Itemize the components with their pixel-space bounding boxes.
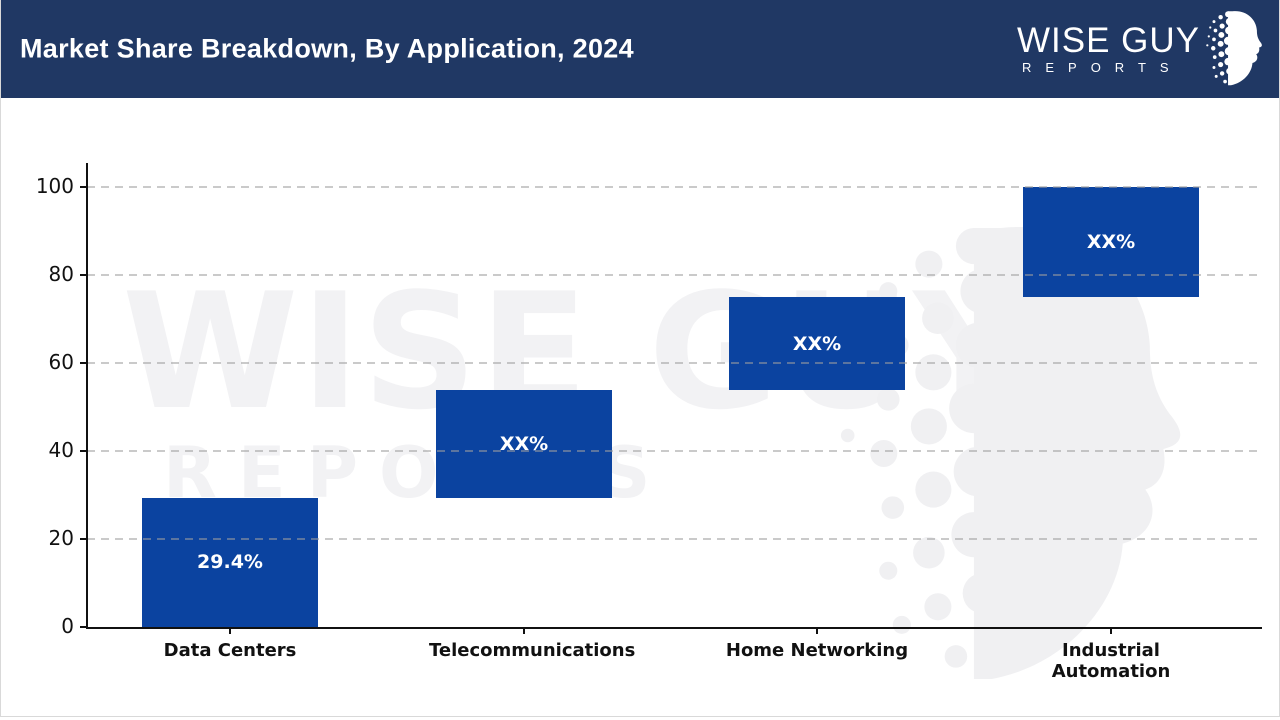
brand-logo: WISE GUY REPORTS [1017, 7, 1268, 91]
y-tick-label-0: 0 [61, 614, 74, 638]
bar-label-3: XX% [1086, 231, 1136, 253]
gridline-80 [87, 274, 1262, 276]
y-tick-label-20: 20 [48, 526, 74, 550]
bar-0: 29.4% [142, 497, 318, 627]
x-tick-mark-1 [523, 627, 525, 634]
x-tick-mark-3 [1110, 627, 1112, 634]
bar-label-1: XX% [499, 432, 549, 455]
chart-area: WISE GUY REPORTS 0 20 40 60 80 100 29.4% Data C… [0, 98, 1280, 720]
bar-3: XX% [1023, 187, 1199, 297]
x-axis-line [86, 627, 1262, 629]
y-tick-label-40: 40 [48, 438, 74, 462]
x-tick-mark-2 [816, 627, 818, 634]
bar-2: XX% [729, 297, 905, 391]
logo-face-dots-icon [1194, 7, 1268, 91]
gridline-100 [87, 186, 1262, 188]
bar-label-0: 29.4% [197, 551, 263, 574]
y-tick-mark-0 [80, 626, 87, 628]
y-tick-label-100: 100 [35, 174, 74, 198]
gridline-40 [87, 450, 1262, 452]
y-tick-mark-60 [80, 362, 87, 364]
x-category-label-2: Home Networking [725, 640, 909, 661]
y-tick-mark-100 [80, 186, 87, 188]
page-title: Market Share Breakdown, By Application, … [20, 33, 634, 64]
gridline-60 [87, 362, 1262, 364]
plot-area: 0 20 40 60 80 100 29.4% Data Centers XX% Telecomm… [0, 98, 1280, 720]
x-category-label-1: Telecommunications [429, 640, 636, 661]
x-category-label-0: Data Centers [163, 640, 297, 661]
gridline-20 [87, 538, 1262, 540]
y-tick-mark-40 [80, 450, 87, 452]
y-tick-mark-80 [80, 274, 87, 276]
bar-1: XX% [436, 390, 612, 498]
logo-brand-name: WISE GUY [1016, 21, 1200, 61]
y-tick-label-80: 80 [48, 262, 74, 286]
x-category-label-3: Industrial Automation [1051, 640, 1171, 683]
header: Market Share Breakdown, By Application, … [0, 0, 1280, 98]
logo-tagline: REPORTS [1021, 59, 1183, 75]
y-axis-line [86, 163, 88, 629]
y-tick-label-60: 60 [48, 350, 74, 374]
y-tick-mark-20 [80, 538, 87, 540]
bar-label-2: XX% [792, 332, 842, 355]
x-tick-mark-0 [229, 627, 231, 634]
brand-logo-text: WISE GUY REPORTS [1016, 21, 1200, 75]
